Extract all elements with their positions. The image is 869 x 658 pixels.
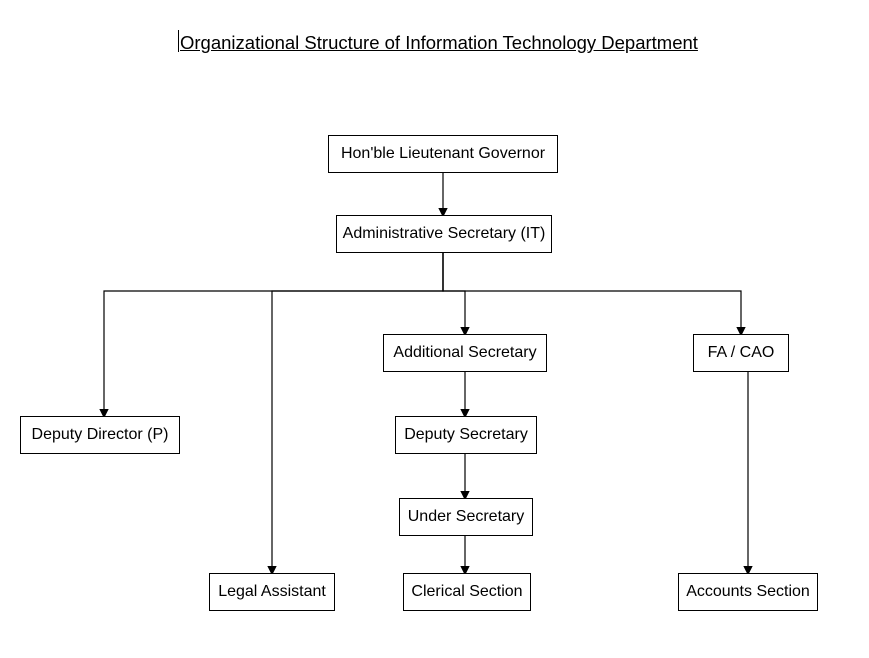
org-node-cler: Clerical Section	[403, 573, 531, 611]
org-node-adm: Administrative Secretary (IT)	[336, 215, 552, 253]
org-node-gov: Hon'ble Lieutenant Governor	[328, 135, 558, 173]
org-node-legal: Legal Assistant	[209, 573, 335, 611]
edge-adm-addsec	[443, 253, 465, 334]
text-cursor	[178, 30, 179, 52]
org-node-facao: FA / CAO	[693, 334, 789, 372]
org-chart-edges	[0, 0, 869, 658]
org-node-depdir: Deputy Director (P)	[20, 416, 180, 454]
org-node-addsec: Additional Secretary	[383, 334, 547, 372]
org-node-depsec: Deputy Secretary	[395, 416, 537, 454]
page-title: Organizational Structure of Information …	[180, 32, 698, 54]
edge-adm-facao	[443, 253, 741, 334]
org-node-undsec: Under Secretary	[399, 498, 533, 536]
org-node-acct: Accounts Section	[678, 573, 818, 611]
